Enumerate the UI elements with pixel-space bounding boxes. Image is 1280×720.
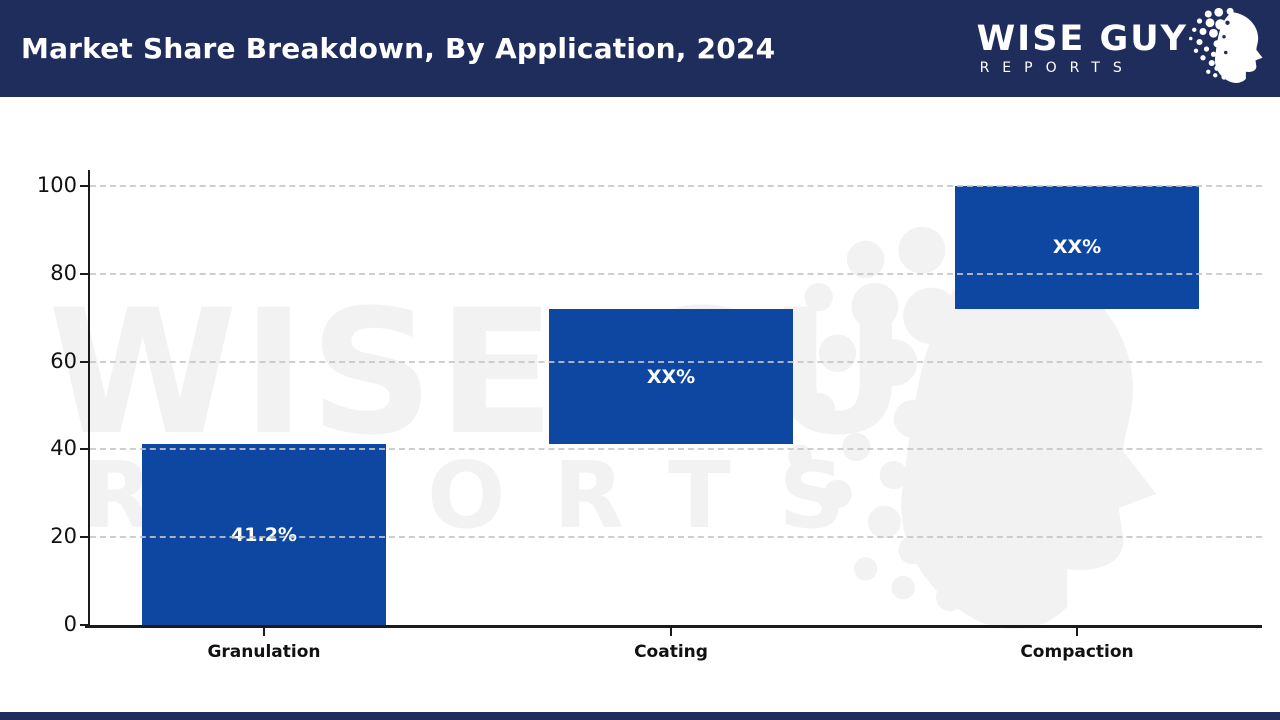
y-tick-label: 0: [63, 612, 77, 636]
x-tick-mark: [670, 628, 672, 636]
y-tick-mark: [80, 624, 88, 626]
plot: 0 20 40 60 80 100 41.2% XX% XX% Granulation Coatin…: [0, 97, 1280, 712]
bar-value-label: XX%: [1052, 236, 1102, 259]
x-category-label-compaction: Compaction: [1020, 642, 1134, 662]
gridline-80: [90, 272, 1262, 275]
y-tick-label: 60: [50, 348, 77, 373]
y-tick-label: 100: [36, 173, 77, 197]
y-tick-mark: [80, 360, 88, 363]
page-title: Market Share Breakdown, By Application, …: [21, 32, 776, 65]
header: Market Share Breakdown, By Application, …: [0, 0, 1280, 97]
y-tick-mark: [80, 185, 88, 187]
bar-granulation: 41.2%: [142, 444, 386, 625]
chart-area: WISE GUY REPORTS 0 20 40 60 80 100 41.2% XX% XX%…: [0, 97, 1280, 712]
y-tick-label: 20: [50, 524, 77, 549]
bar-value-label: 41.2%: [231, 523, 297, 546]
y-tick-mark: [80, 448, 88, 451]
gridline-40: [90, 448, 1262, 451]
bar-value-label: XX%: [646, 365, 696, 388]
y-tick-mark: [80, 272, 88, 275]
x-tick-mark: [263, 628, 265, 636]
logo-wordmark: WISE GUY: [976, 18, 1188, 59]
y-tick-label: 80: [50, 260, 77, 285]
gridline-100: [90, 185, 1262, 187]
y-axis-spine: [88, 170, 90, 628]
logo-subtext: REPORTS: [979, 59, 1135, 76]
y-tick-label: 40: [50, 436, 77, 461]
bar-compaction: XX%: [955, 186, 1199, 309]
x-category-label-coating: Coating: [634, 642, 708, 662]
y-tick-mark: [80, 536, 88, 539]
footer-bar: [0, 712, 1280, 720]
gridline-60: [90, 360, 1262, 363]
wiseguy-logo: WISE GUY REPORTS: [977, 7, 1280, 91]
gridline-20: [90, 536, 1262, 539]
bar-coating: XX%: [549, 308, 793, 445]
x-axis-line: [85, 625, 1262, 628]
x-tick-mark: [1076, 628, 1078, 636]
logo-text: WISE GUY REPORTS: [976, 18, 1188, 76]
logo-face-icon: [1189, 7, 1263, 83]
x-category-label-granulation: Granulation: [207, 642, 321, 662]
